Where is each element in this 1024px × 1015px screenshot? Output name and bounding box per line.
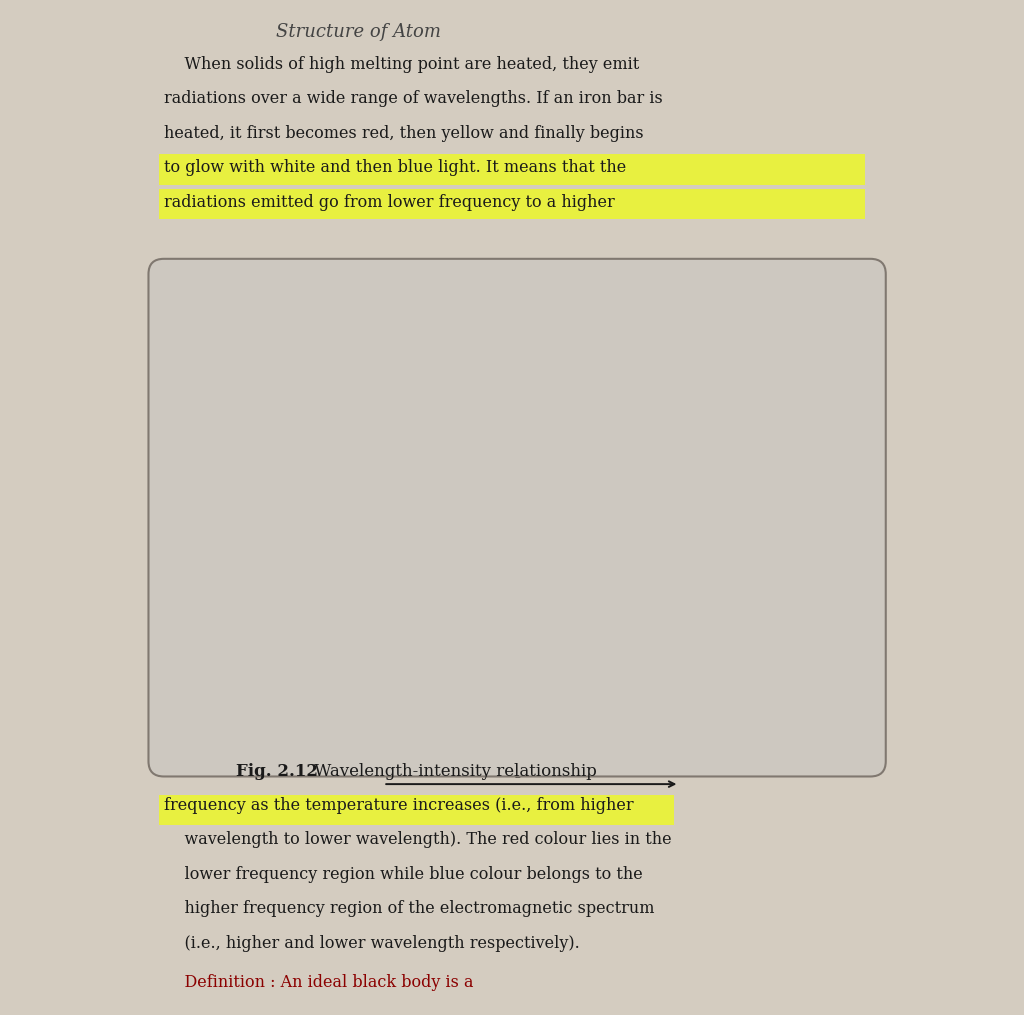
Text: frequency as the temperature increases (i.e., from higher: frequency as the temperature increases (… bbox=[164, 797, 634, 814]
Text: Wavelength-intensity relationship: Wavelength-intensity relationship bbox=[309, 763, 597, 781]
Text: wavelength to lower wavelength). The red colour lies in the: wavelength to lower wavelength). The red… bbox=[164, 831, 672, 849]
Text: radiations over a wide range of wavelengths. If an iron bar is: radiations over a wide range of waveleng… bbox=[164, 90, 663, 108]
Text: heated, it first becomes red, then yellow and finally begins: heated, it first becomes red, then yello… bbox=[164, 125, 643, 142]
Text: to glow with white and then blue light. It means that the: to glow with white and then blue light. … bbox=[164, 159, 626, 177]
Text: When solids of high melting point are heated, they emit: When solids of high melting point are he… bbox=[164, 56, 639, 73]
Text: Intensity: Intensity bbox=[156, 496, 170, 564]
Text: Wavelength λ (nm): Wavelength λ (nm) bbox=[450, 763, 595, 779]
Text: T$_2$ > T$_1$: T$_2$ > T$_1$ bbox=[547, 548, 609, 567]
Text: Fig. 2.12: Fig. 2.12 bbox=[236, 763, 317, 781]
Text: Definition : An ideal black body is a: Definition : An ideal black body is a bbox=[164, 974, 473, 992]
Text: higher frequency region of the electromagnetic spectrum: higher frequency region of the electroma… bbox=[164, 900, 654, 918]
Text: T$_2$: T$_2$ bbox=[324, 382, 345, 403]
Text: lower frequency region while blue colour belongs to the: lower frequency region while blue colour… bbox=[164, 866, 643, 883]
Text: T$_1$: T$_1$ bbox=[464, 565, 485, 587]
Text: (i.e., higher and lower wavelength respectively).: (i.e., higher and lower wavelength respe… bbox=[164, 935, 580, 952]
Text: Structure of Atom: Structure of Atom bbox=[276, 23, 441, 42]
Text: radiations emitted go from lower frequency to a higher: radiations emitted go from lower frequen… bbox=[164, 194, 614, 211]
